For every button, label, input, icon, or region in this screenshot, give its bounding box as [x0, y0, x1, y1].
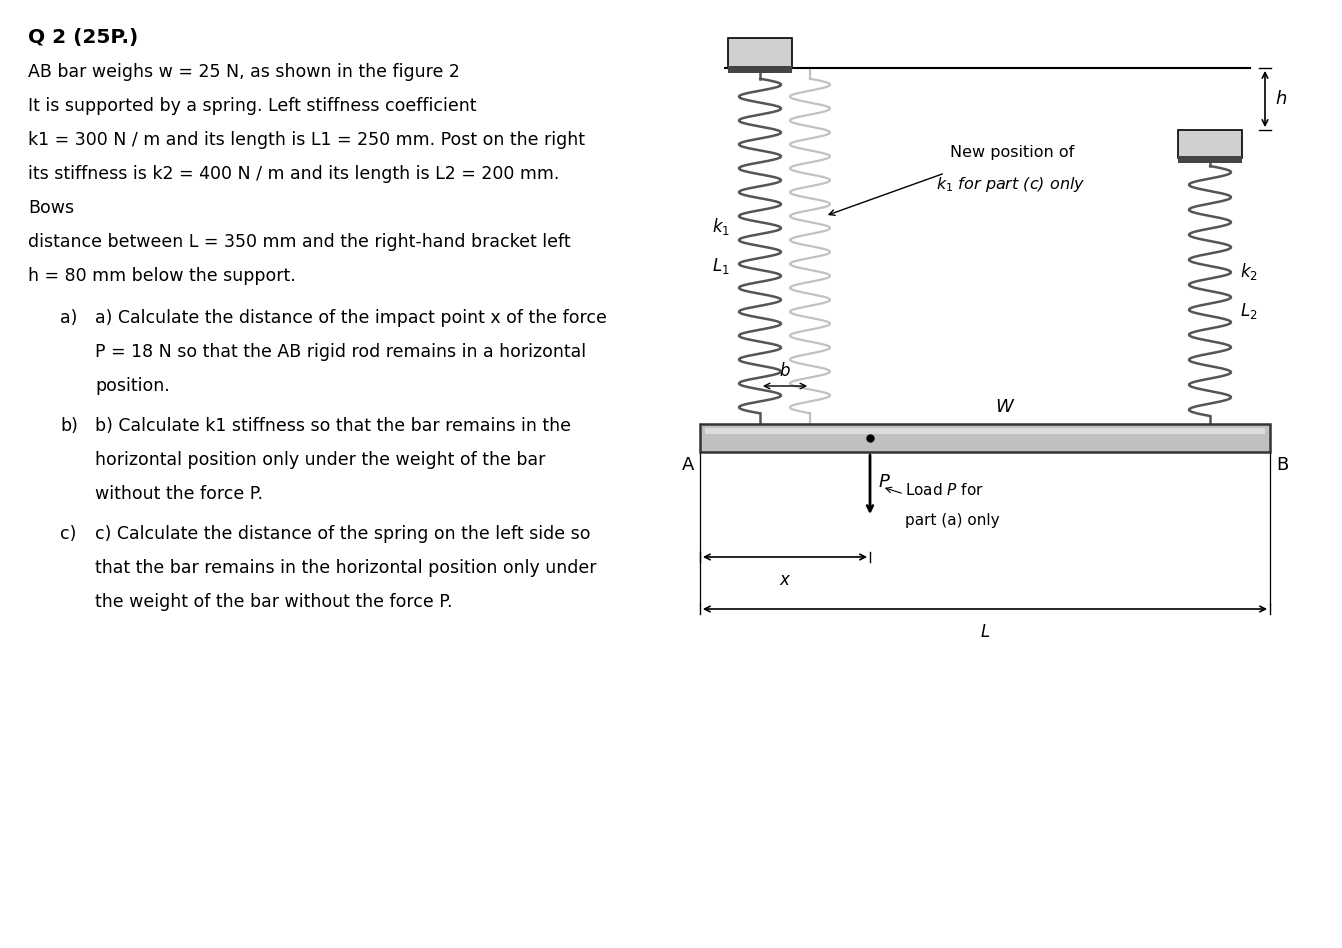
Text: its stiffness is k2 = 400 N / m and its length is L2 = 200 mm.: its stiffness is k2 = 400 N / m and its …: [28, 165, 560, 183]
Bar: [1178, 156, 1241, 163]
Text: $L_2$: $L_2$: [1240, 301, 1257, 321]
Text: $W$: $W$: [994, 398, 1015, 416]
Bar: [1178, 130, 1241, 158]
Text: horizontal position only under the weight of the bar: horizontal position only under the weigh…: [95, 451, 545, 469]
Text: a) Calculate the distance of the impact point x of the force: a) Calculate the distance of the impact …: [95, 309, 607, 327]
Text: $h$: $h$: [1275, 90, 1287, 108]
Text: h = 80 mm below the support.: h = 80 mm below the support.: [28, 267, 295, 285]
Text: B: B: [1276, 456, 1288, 474]
Bar: [727, 66, 792, 73]
Text: P = 18 N so that the AB rigid rod remains in a horizontal: P = 18 N so that the AB rigid rod remain…: [95, 343, 586, 361]
Text: b): b): [60, 417, 78, 435]
Text: New position of: New position of: [950, 144, 1074, 159]
Text: $L_1$: $L_1$: [713, 256, 730, 276]
Text: part (a) only: part (a) only: [905, 513, 1000, 527]
Text: $L$: $L$: [980, 623, 990, 641]
Text: Bows: Bows: [28, 199, 74, 217]
Text: c) Calculate the distance of the spring on the left side so: c) Calculate the distance of the spring …: [95, 525, 590, 543]
Text: $k_1$: $k_1$: [713, 215, 730, 236]
Text: without the force P.: without the force P.: [95, 485, 263, 503]
Text: distance between L = 350 mm and the right-hand bracket left: distance between L = 350 mm and the righ…: [28, 233, 570, 251]
Text: c): c): [60, 525, 76, 543]
Text: position.: position.: [95, 377, 169, 395]
Text: $b$: $b$: [780, 362, 790, 380]
Text: Load $P$ for: Load $P$ for: [905, 482, 984, 498]
Text: It is supported by a spring. Left stiffness coefficient: It is supported by a spring. Left stiffn…: [28, 97, 476, 115]
Text: the weight of the bar without the force P.: the weight of the bar without the force …: [95, 593, 452, 611]
Text: $P$: $P$: [878, 473, 891, 491]
Text: k1 = 300 N / m and its length is L1 = 250 mm. Post on the right: k1 = 300 N / m and its length is L1 = 25…: [28, 131, 585, 149]
Bar: [727, 38, 792, 68]
Text: $k_1$ for part (c) only: $k_1$ for part (c) only: [935, 174, 1086, 193]
Text: $x$: $x$: [778, 571, 792, 589]
Text: Q 2 (25P.): Q 2 (25P.): [28, 28, 138, 47]
Text: AB bar weighs w = 25 N, as shown in the figure 2: AB bar weighs w = 25 N, as shown in the …: [28, 63, 460, 81]
Bar: [705, 428, 1266, 434]
Text: A: A: [682, 456, 694, 474]
Text: $k_2$: $k_2$: [1240, 261, 1257, 282]
Bar: [701, 424, 1270, 452]
Text: that the bar remains in the horizontal position only under: that the bar remains in the horizontal p…: [95, 559, 596, 577]
Text: b) Calculate k1 stiffness so that the bar remains in the: b) Calculate k1 stiffness so that the ba…: [95, 417, 570, 435]
Text: a): a): [60, 309, 78, 327]
